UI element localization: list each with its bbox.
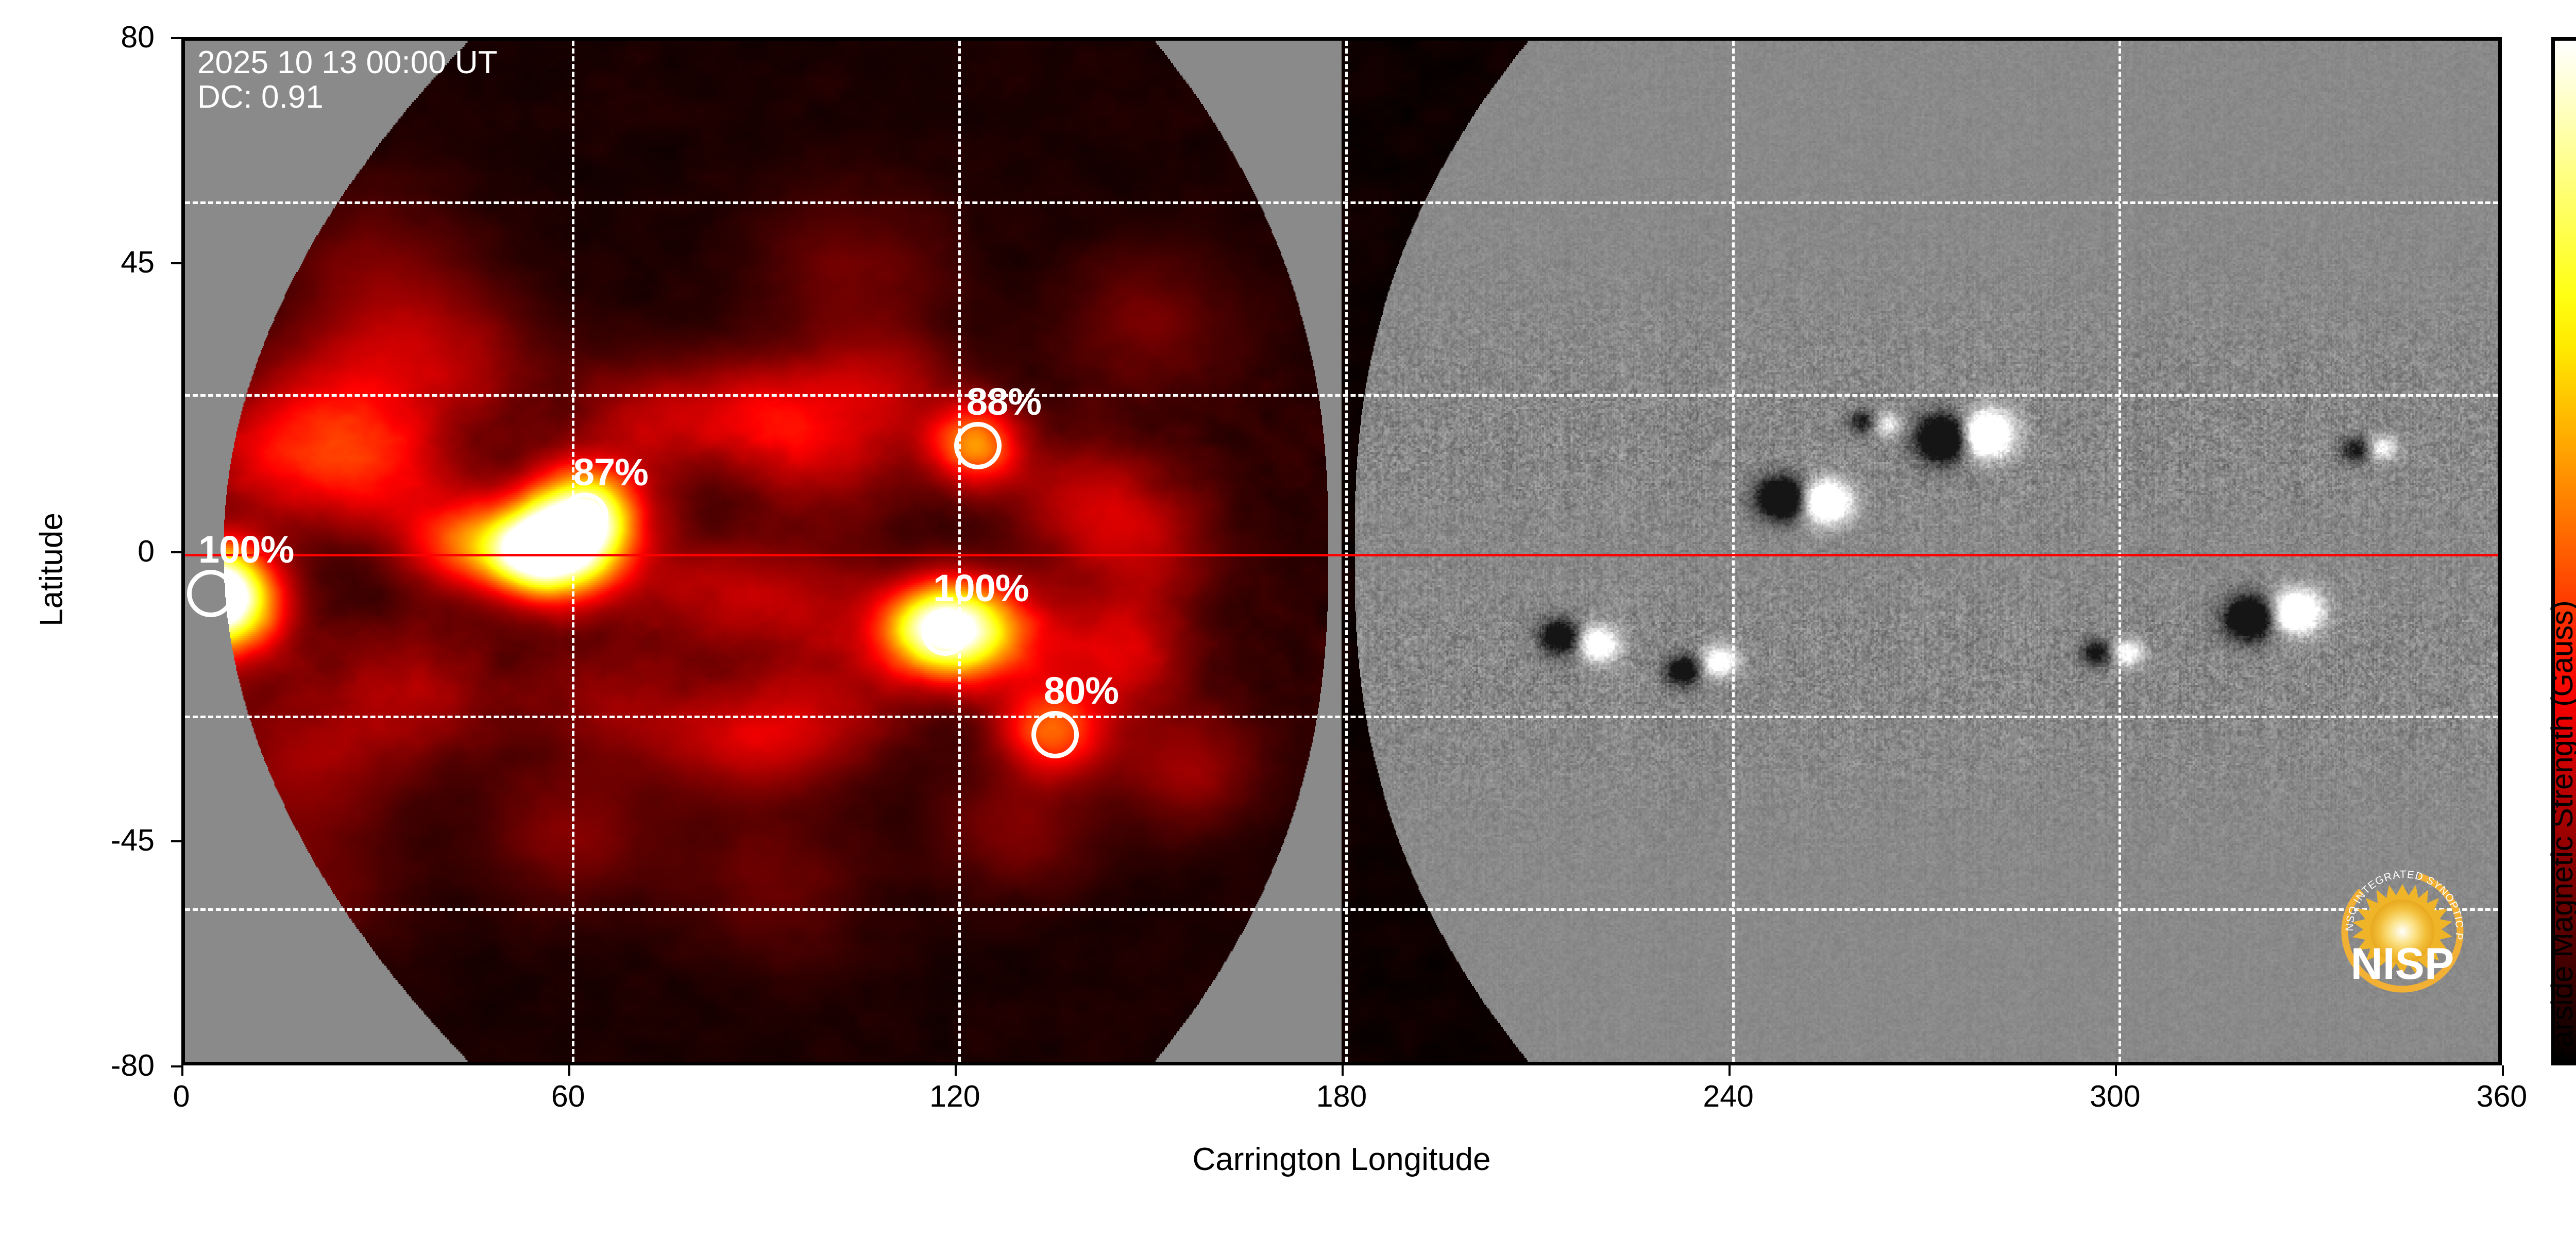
y-tick-label--80: -80	[110, 1048, 155, 1082]
active-region-probability-label: 80%	[1044, 669, 1119, 713]
y-tick-label-80: 80	[121, 20, 155, 54]
x-tick-label-360: 360	[2476, 1079, 2528, 1113]
gridline-longitude-60	[571, 41, 574, 1062]
x-axis-title: Carrington Longitude	[1192, 1142, 1491, 1177]
farside-canvas	[185, 41, 1342, 1062]
y-tick-0	[171, 551, 181, 553]
farside-magnetogram-image	[185, 41, 1342, 1062]
y-tick--45	[171, 840, 181, 843]
gridline-longitude-180	[1345, 41, 1348, 1062]
gridline-longitude-120	[958, 41, 961, 1062]
logo-sun-flare	[2352, 884, 2452, 975]
y-tick--80	[171, 1065, 181, 1067]
x-tick-label-180: 180	[1316, 1079, 1367, 1113]
x-tick-180	[1342, 1065, 1344, 1076]
logo-outer-ring	[2341, 870, 2464, 993]
y-axis-title: Latitude	[33, 513, 70, 626]
x-tick-label-60: 60	[551, 1079, 585, 1113]
x-tick-label-0: 0	[173, 1079, 190, 1113]
nisp-logo-svg: NSO INTEGRATED SYNOPTIC PROGRAM NISP	[2328, 850, 2465, 993]
active-region-probability-label: 100%	[933, 566, 1029, 609]
x-tick-300	[2115, 1065, 2117, 1076]
logo-wordmark: NISP	[2350, 939, 2454, 989]
gridline-latitude--25	[185, 715, 2498, 718]
gridline-latitude-55	[185, 201, 2498, 204]
equator-line	[185, 554, 2498, 556]
active-region-circle	[922, 608, 970, 656]
y-tick-45	[171, 262, 181, 264]
frontside-canvas	[1342, 41, 2498, 1062]
x-tick-240	[1728, 1065, 1731, 1076]
colorbar-farside	[2551, 37, 2576, 1065]
y-tick-label--45: -45	[110, 823, 155, 858]
gridline-longitude-300	[2119, 41, 2122, 1062]
x-tick-label-120: 120	[929, 1079, 980, 1113]
colorbar-farside-title: Farside Magnetic Strength (Gauss)	[2546, 600, 2576, 1065]
active-region-circle	[187, 569, 235, 617]
map-plot-area[interactable]: 2025 10 13 00:00 UT DC: 0.91 100% 87% 88% 1…	[181, 37, 2502, 1065]
y-tick-label-0: 0	[138, 534, 155, 568]
x-tick-120	[955, 1065, 957, 1076]
gridline-longitude-240	[1732, 41, 1735, 1062]
y-tick-label-45: 45	[121, 245, 155, 279]
map-image-clip: 2025 10 13 00:00 UT DC: 0.91 100% 87% 88% 1…	[185, 41, 2498, 1062]
timestamp-annotation: 2025 10 13 00:00 UT DC: 0.91	[197, 45, 498, 115]
active-region-circle	[561, 493, 608, 540]
y-tick-80	[171, 37, 181, 39]
active-region-probability-label: 100%	[198, 528, 294, 571]
gridline-latitude-25	[185, 394, 2498, 397]
frontside-magnetogram-image	[1342, 41, 2498, 1062]
x-tick-label-240: 240	[1703, 1079, 1754, 1113]
x-tick-0	[181, 1065, 183, 1076]
active-region-probability-label: 88%	[966, 380, 1042, 423]
active-region-probability-label: 87%	[573, 451, 649, 494]
x-tick-360	[2502, 1065, 2504, 1076]
x-tick-label-300: 300	[2090, 1079, 2141, 1113]
active-region-circle	[954, 421, 1002, 469]
active-region-circle	[1031, 711, 1079, 759]
x-tick-60	[568, 1065, 570, 1076]
nisp-logo: NSO INTEGRATED SYNOPTIC PROGRAM NISP	[2328, 850, 2472, 998]
gridline-latitude--55	[185, 908, 2498, 911]
